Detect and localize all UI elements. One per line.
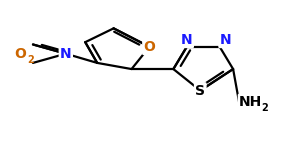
Text: S: S: [195, 84, 205, 97]
Text: O: O: [144, 40, 155, 54]
Text: O: O: [14, 47, 26, 61]
Text: S: S: [195, 84, 205, 97]
Text: 2: 2: [262, 103, 268, 113]
Text: O: O: [144, 40, 155, 54]
Text: N: N: [181, 33, 192, 47]
Text: N: N: [220, 33, 231, 47]
Text: N: N: [181, 33, 192, 47]
Text: N: N: [60, 47, 72, 61]
Text: N: N: [220, 33, 231, 47]
Text: NH2: NH2: [239, 95, 272, 109]
Text: NH: NH: [239, 95, 262, 109]
Text: N: N: [60, 47, 72, 61]
Text: O2: O2: [5, 47, 26, 61]
Text: 2: 2: [28, 55, 34, 65]
